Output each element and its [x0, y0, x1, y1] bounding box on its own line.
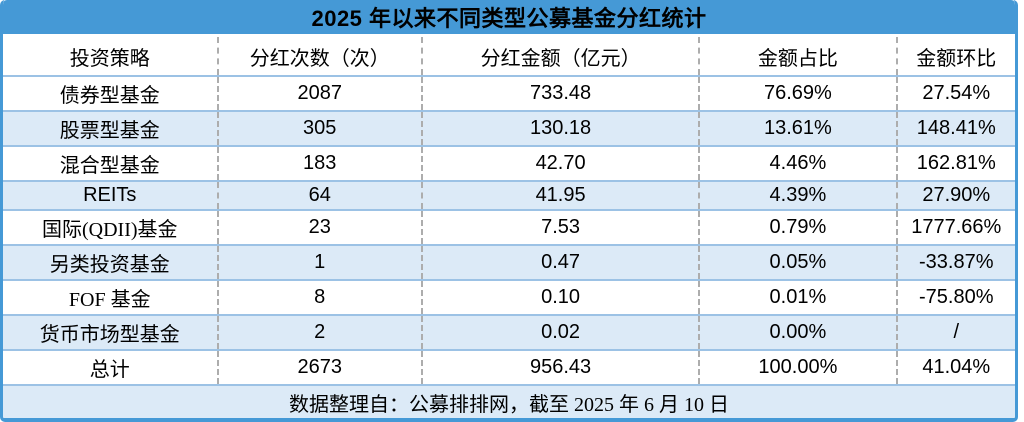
cell-share: 0.05% — [698, 246, 895, 279]
cell-strategy: 货币市场型基金 — [39, 324, 180, 346]
cell-count: 1 — [216, 246, 421, 279]
table-row: 另类投资基金 1 0.47 0.05% -33.87% — [3, 246, 1015, 281]
column-header-strategy: 投资策略 — [69, 47, 150, 70]
table-row: 混合型基金 183 42.70 4.46% 162.81% — [3, 147, 1015, 182]
table-title: 2025 年以来不同类型公募基金分红统计 — [3, 0, 1015, 37]
cell-mom: 41.04% — [895, 351, 1015, 384]
cell-mom: 162.81% — [895, 147, 1015, 180]
cell-count: 305 — [216, 112, 421, 145]
table-row-total: 总计 2673 956.43 100.00% 41.04% — [3, 351, 1015, 386]
cell-mom: -75.80% — [895, 281, 1015, 314]
cell-share: 0.79% — [698, 211, 895, 244]
cell-share: 0.01% — [698, 281, 895, 314]
cell-strategy: 国际(QDII)基金 — [42, 219, 178, 241]
cell-strategy: 混合型基金 — [59, 155, 160, 177]
cell-count: 2 — [216, 316, 421, 349]
cell-amount: 41.95 — [420, 182, 698, 209]
cell-mom: 27.90% — [895, 182, 1015, 209]
cell-strategy: 股票型基金 — [59, 120, 160, 142]
cell-amount: 42.70 — [420, 147, 698, 180]
cell-strategy: 债券型基金 — [59, 85, 160, 107]
cell-strategy: 另类投资基金 — [49, 254, 170, 276]
table-row: 货币市场型基金 2 0.02 0.00% / — [3, 316, 1015, 351]
column-header-count: 分红次数（次） — [216, 37, 421, 75]
cell-amount: 956.43 — [420, 351, 698, 384]
cell-count: 2673 — [216, 351, 421, 384]
cell-share: 76.69% — [698, 77, 895, 110]
cell-strategy: 总计 — [89, 359, 130, 381]
table-row: 股票型基金 305 130.18 13.61% 148.41% — [3, 112, 1015, 147]
column-header-amount: 分红金额（亿元） — [420, 37, 698, 75]
cell-amount: 0.02 — [420, 316, 698, 349]
table-row: 国际(QDII)基金 23 7.53 0.79% 1777.66% — [3, 211, 1015, 246]
cell-amount: 7.53 — [420, 211, 698, 244]
cell-share: 100.00% — [698, 351, 895, 384]
cell-count: 2087 — [216, 77, 421, 110]
cell-mom: 27.54% — [895, 77, 1015, 110]
cell-share: 4.46% — [698, 147, 895, 180]
cell-strategy: REITs — [83, 184, 137, 206]
cell-count: 23 — [216, 211, 421, 244]
table-footer-source: 数据整理自：公募排排网，截至 2025 年 6 月 10 日 — [3, 386, 1015, 418]
table-row: REITs 64 41.95 4.39% 27.90% — [3, 182, 1015, 211]
cell-mom: -33.87% — [895, 246, 1015, 279]
cell-share: 4.39% — [698, 182, 895, 209]
cell-strategy: FOF 基金 — [68, 289, 151, 311]
header-row: 投资策略 分红次数（次） 分红金额（亿元） 金额占比 金额环比 — [3, 37, 1015, 77]
cell-amount: 130.18 — [420, 112, 698, 145]
cell-amount: 733.48 — [420, 77, 698, 110]
table-row: 债券型基金 2087 733.48 76.69% 27.54% — [3, 77, 1015, 112]
table-row: FOF 基金 8 0.10 0.01% -75.80% — [3, 281, 1015, 316]
cell-count: 183 — [216, 147, 421, 180]
cell-count: 64 — [216, 182, 421, 209]
cell-count: 8 — [216, 281, 421, 314]
cell-share: 13.61% — [698, 112, 895, 145]
cell-share: 0.00% — [698, 316, 895, 349]
column-header-share: 金额占比 — [698, 37, 895, 75]
cell-amount: 0.47 — [420, 246, 698, 279]
cell-mom: / — [895, 316, 1015, 349]
column-header-mom: 金额环比 — [895, 37, 1015, 75]
cell-mom: 1777.66% — [895, 211, 1015, 244]
cell-mom: 148.41% — [895, 112, 1015, 145]
cell-amount: 0.10 — [420, 281, 698, 314]
